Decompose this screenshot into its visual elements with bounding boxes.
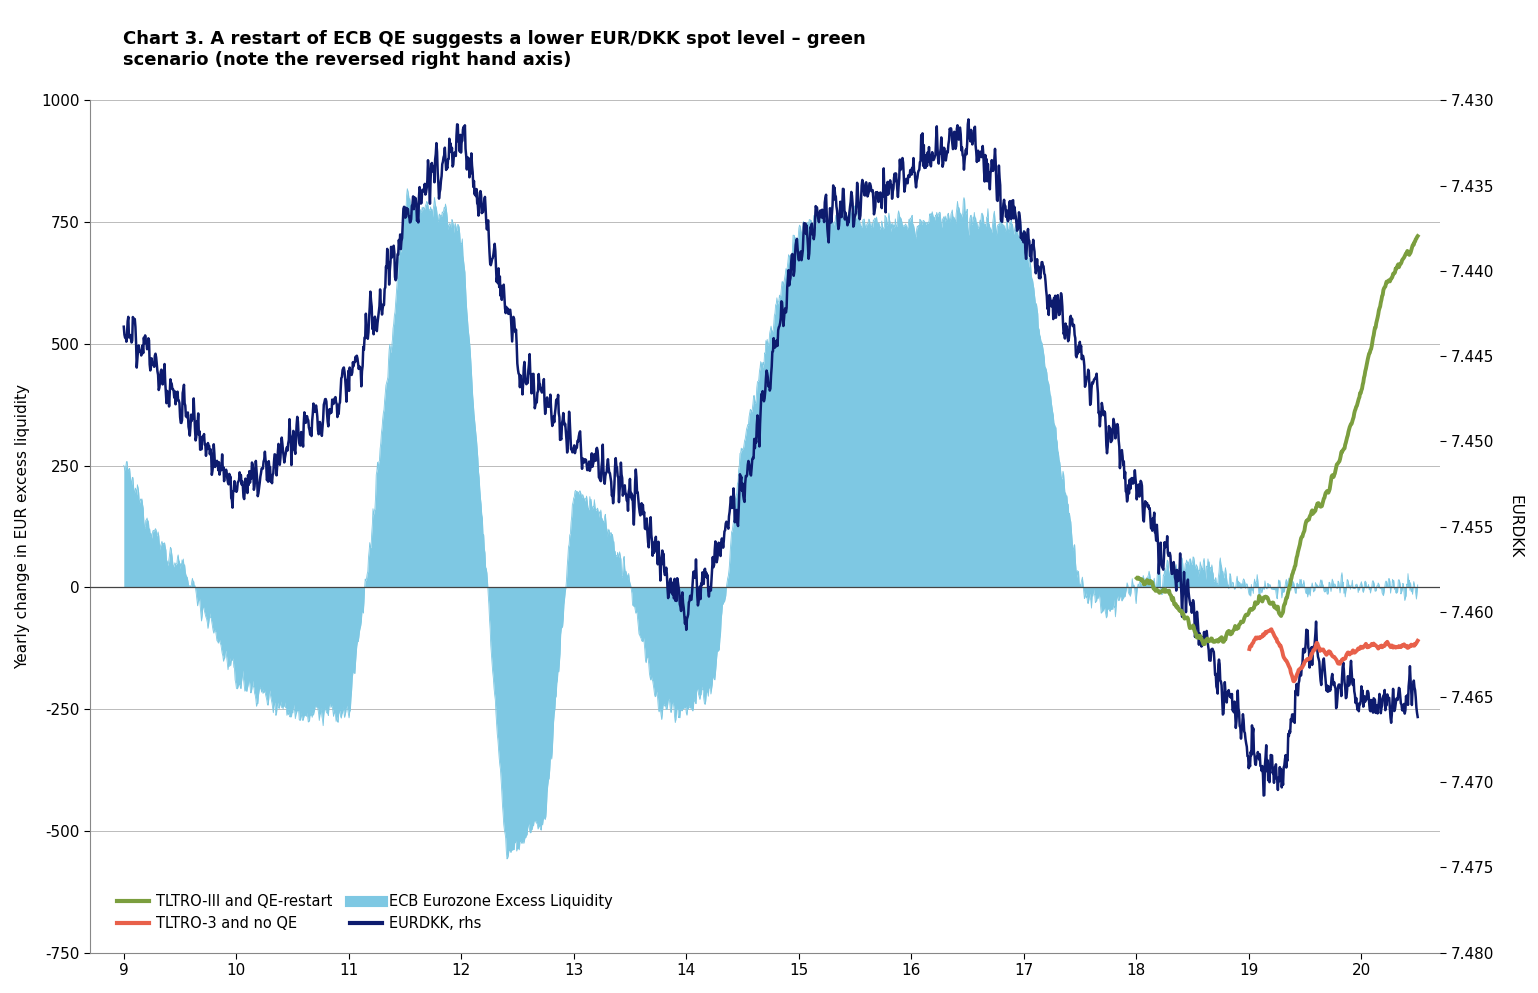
Y-axis label: Yearly change in EUR excess liquidity: Yearly change in EUR excess liquidity (15, 384, 31, 669)
Legend: TLTRO-III and QE-restart, TLTRO-3 and no QE, ECB Eurozone Excess Liquidity, EURD: TLTRO-III and QE-restart, TLTRO-3 and no… (111, 888, 618, 936)
Text: Chart 3. A restart of ECB QE suggests a lower EUR/DKK spot level – green
scenari: Chart 3. A restart of ECB QE suggests a … (123, 30, 866, 69)
Y-axis label: EURDKK: EURDKK (1507, 495, 1523, 558)
